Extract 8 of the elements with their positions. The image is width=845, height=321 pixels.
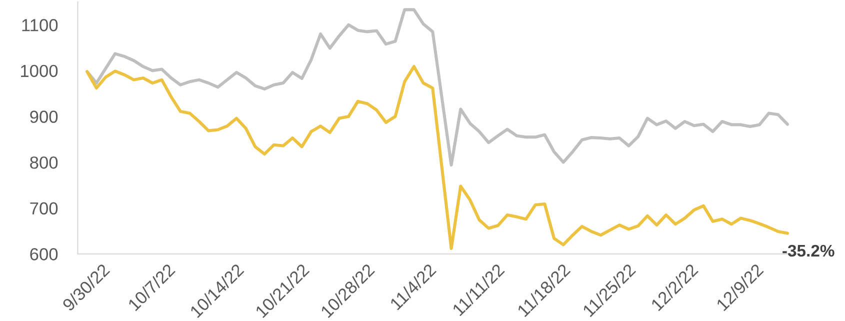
y-tick-label: 1000 bbox=[21, 64, 58, 78]
line-series bbox=[86, 8, 790, 167]
y-tick-label: 1100 bbox=[22, 19, 58, 32]
y-tick-label: 900 bbox=[30, 110, 58, 123]
y-tick-label: 600 bbox=[30, 248, 58, 260]
y-tick-label: 700 bbox=[30, 202, 58, 215]
y-tick-label: 800 bbox=[30, 156, 58, 169]
annotation: -35.2% bbox=[782, 244, 834, 257]
